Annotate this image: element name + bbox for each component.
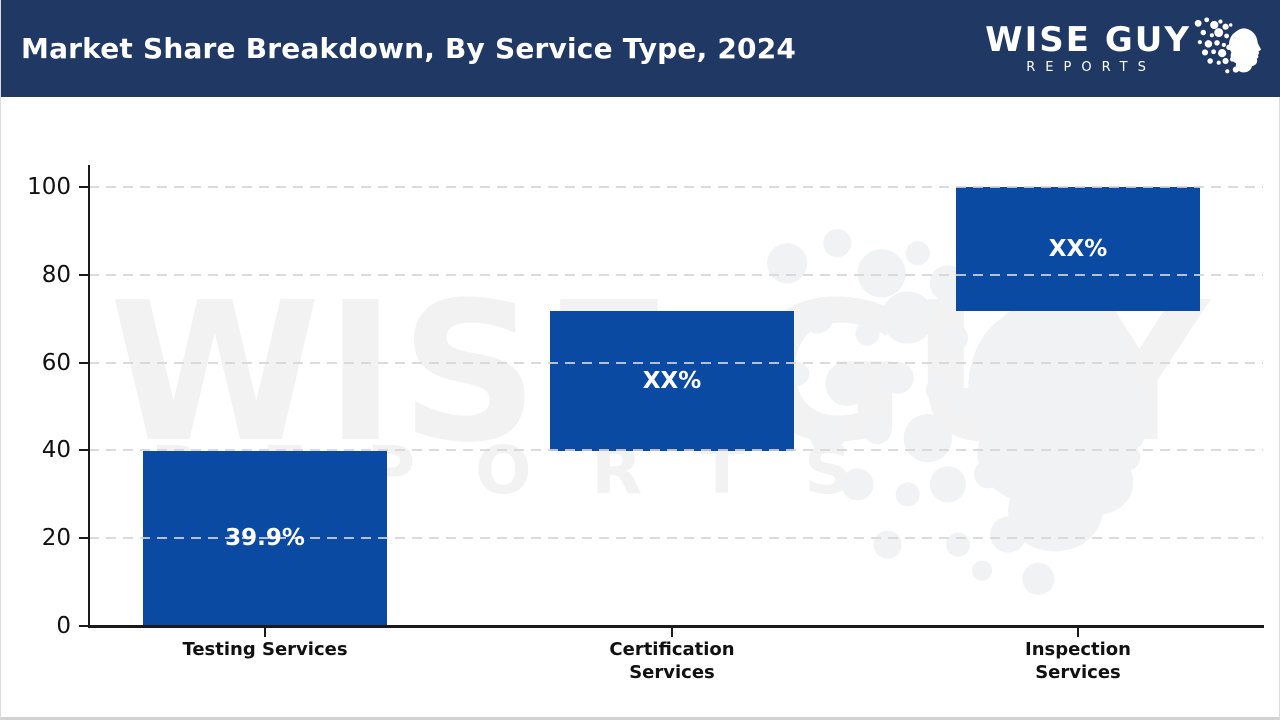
wiseguy-face-icon <box>1194 16 1262 73</box>
y-axis-line <box>88 165 90 627</box>
grid-line <box>89 449 1263 452</box>
x-tick <box>264 628 266 637</box>
y-tick <box>79 186 89 188</box>
bar-value-label: XX% <box>1048 235 1108 262</box>
watermark-face-icon <box>767 229 1157 595</box>
y-tick-label: 100 <box>27 174 71 200</box>
brand-logo-text: WISE GUY REPORTS <box>985 23 1191 74</box>
bar-value-label: 39.9% <box>225 525 305 552</box>
grid-line <box>89 537 1263 540</box>
x-axis-label: Certification Services <box>609 639 735 683</box>
y-tick <box>79 625 89 627</box>
y-tick-label: 0 <box>56 613 71 639</box>
brand-logo: WISE GUY REPORTS <box>985 14 1265 84</box>
page-title: Market Share Breakdown, By Service Type,… <box>21 32 797 65</box>
grid-line <box>89 273 1263 276</box>
x-axis-line <box>88 625 1264 628</box>
grid-line <box>89 361 1263 364</box>
y-tick <box>79 537 89 540</box>
x-axis-label: Testing Services <box>182 639 348 660</box>
y-tick-label: 40 <box>41 437 71 464</box>
brand-subname: REPORTS <box>1026 60 1156 75</box>
y-tick <box>79 273 89 276</box>
header: Market Share Breakdown, By Service Type,… <box>1 0 1280 97</box>
y-tick-label: 80 <box>41 261 71 288</box>
bar <box>550 310 794 451</box>
grid-line <box>89 186 1263 188</box>
x-tick <box>671 628 673 637</box>
bar <box>956 187 1200 311</box>
y-tick-label: 20 <box>41 525 71 552</box>
brand-name: WISE GUY <box>985 20 1191 60</box>
x-tick <box>1077 628 1079 637</box>
y-tick-label: 60 <box>41 349 71 376</box>
y-tick <box>79 449 89 452</box>
bar-value-label: XX% <box>642 367 702 394</box>
x-axis-label: Inspection Services <box>1025 639 1131 683</box>
y-tick <box>79 361 89 364</box>
